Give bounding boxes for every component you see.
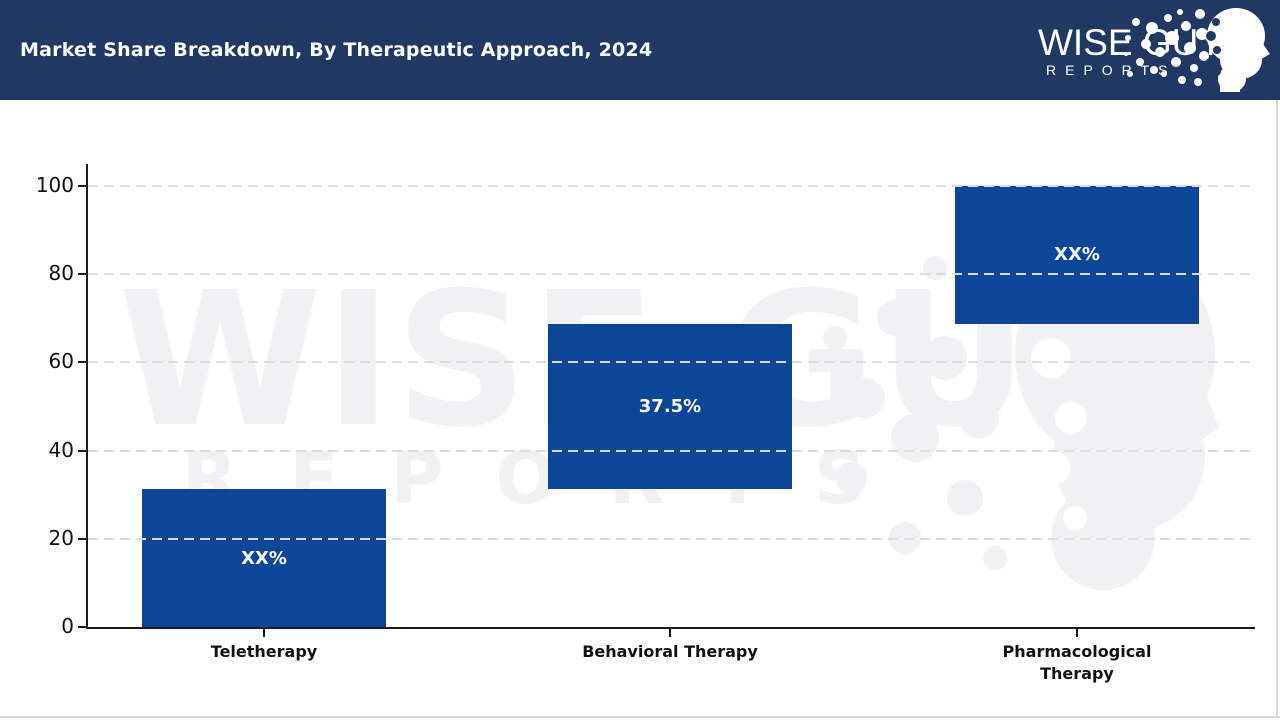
y-tick-label: 40 (48, 437, 74, 462)
card-right-edge (1276, 100, 1278, 718)
dotted-head-icon (1124, 8, 1270, 92)
header-bar: Market Share Breakdown, By Therapeutic A… (0, 0, 1280, 100)
y-tick-label: 80 (48, 261, 74, 286)
plot-area: XX% 37.5% XX% (88, 164, 1253, 627)
y-tick-mark (78, 537, 86, 540)
bar-segment: XX% (955, 186, 1199, 324)
gridline (88, 273, 1253, 276)
y-tick-mark (78, 626, 86, 628)
gridline (88, 361, 1253, 364)
bar-segment: XX% (142, 489, 386, 627)
bar-segment: 37.5% (548, 323, 792, 490)
x-category-label: Behavioral Therapy (582, 642, 758, 661)
brand-subtitle: REPORTS (1046, 62, 1177, 78)
bar-value-label: XX% (1054, 244, 1100, 266)
chart-title: Market Share Breakdown, By Therapeutic A… (20, 39, 653, 61)
y-axis-line (86, 164, 88, 629)
gridline (88, 537, 1253, 540)
x-tick-mark (1076, 629, 1078, 637)
gridline (88, 185, 1253, 187)
gridline (88, 449, 1253, 452)
bar-value-label: 37.5% (638, 396, 702, 417)
y-tick-mark (78, 185, 86, 187)
y-tick-mark (78, 449, 86, 452)
y-tick-label: 100 (35, 173, 74, 197)
y-tick-label: 20 (48, 525, 74, 550)
brand-logo: WISE GUY REPORTS (1010, 0, 1270, 100)
y-tick-mark (78, 361, 86, 364)
y-tick-label: 60 (48, 349, 74, 374)
x-tick-mark (669, 629, 671, 637)
x-category-label: Teletherapy (210, 642, 318, 661)
y-tick-mark (78, 273, 86, 276)
x-tick-mark (263, 629, 265, 637)
x-category-label: Pharmacological Therapy (1002, 642, 1152, 683)
y-tick-label: 0 (61, 614, 74, 638)
bar-value-label: XX% (241, 547, 287, 569)
card-bottom-edge (0, 716, 1280, 718)
x-axis-line (86, 627, 1255, 629)
